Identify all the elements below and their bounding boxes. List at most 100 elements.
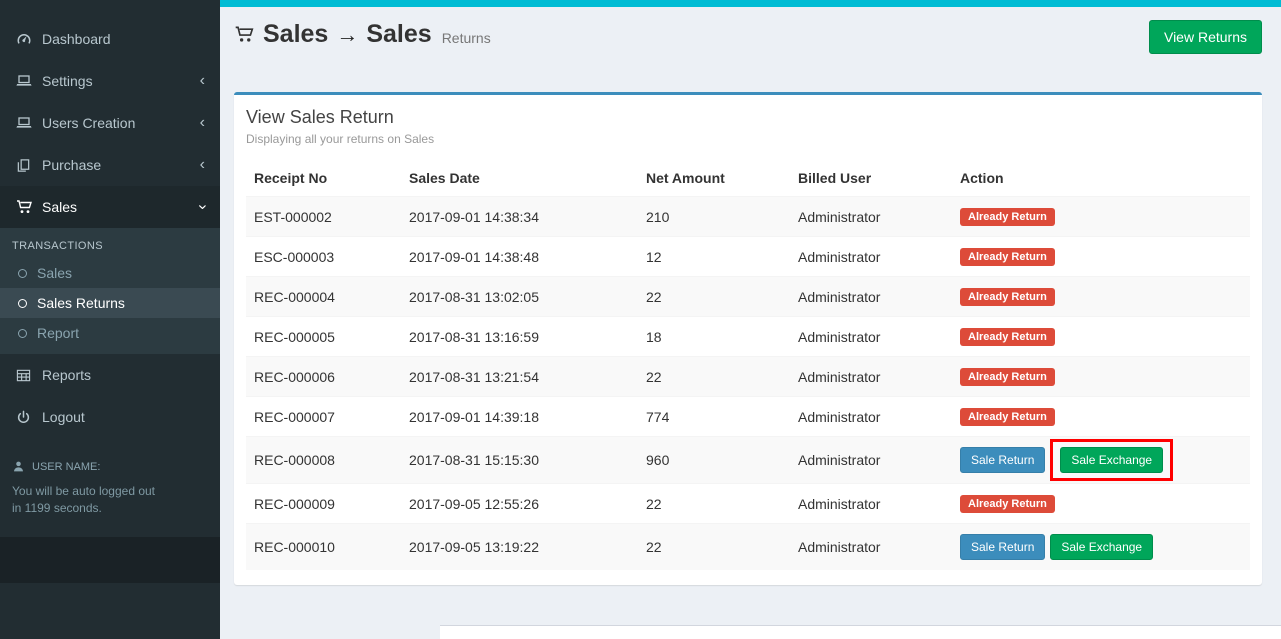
net-amount-cell: 22 [638,276,790,317]
top-strip [220,0,1281,7]
sales-date-cell: 2017-09-05 13:19:22 [401,523,638,570]
sidebar-item-label: Purchase [42,157,102,173]
sales-date-cell: 2017-09-05 12:55:26 [401,483,638,524]
table-row: REC-000010 2017-09-05 13:19:22 22 Administr… [246,523,1250,570]
panel-title: View Sales Return [246,107,394,127]
billed-user-cell: Administrator [790,196,952,237]
laptop-icon [15,115,32,131]
panel-subtitle: Displaying all your returns on Sales [246,132,435,146]
receipt-no-cell: REC-000009 [246,483,401,524]
power-icon [15,409,32,425]
sales-date-cell: 2017-09-01 14:38:48 [401,236,638,277]
sidebar-item-label: Dashboard [42,31,111,47]
already-return-badge: Already Return [960,328,1055,346]
sidebar-item-users-creation[interactable]: Users Creation ‹ [0,102,220,144]
sales-date-cell: 2017-08-31 13:16:59 [401,316,638,357]
action-cell: Already Return [952,196,1250,237]
sale-exchange-button[interactable]: Sale Exchange [1050,534,1154,560]
already-return-badge: Already Return [960,248,1055,266]
sale-exchange-button[interactable]: Sale Exchange [1060,447,1164,474]
billed-user-cell: Administrator [790,356,952,397]
user-icon [12,460,25,473]
billed-user-cell: Administrator [790,276,952,317]
table-row: REC-000006 2017-08-31 13:21:54 22 Administr… [246,356,1250,397]
user-name-label: USER NAME: [32,460,101,473]
receipt-no-cell: REC-000004 [246,276,401,317]
net-amount-cell: 960 [638,436,790,484]
sidebar-item-settings[interactable]: Settings ‹ [0,60,220,102]
version-label: Version [1189,637,1240,639]
table-row: REC-000009 2017-09-05 12:55:26 22 Administr… [246,483,1250,524]
view-returns-button[interactable]: View Returns [1148,20,1262,54]
table-header-row: Receipt No Sales Date Net Amount Billed … [246,160,1250,197]
table-row: REC-000005 2017-08-31 13:16:59 18 Administr… [246,316,1250,357]
action-cell: Already Return [952,316,1250,357]
receipt-no-cell: ESC-000003 [246,236,401,277]
content: View Sales Return Displaying all your re… [220,92,1281,585]
net-amount-cell: 22 [638,483,790,524]
sales-date-cell: 2017-08-31 13:02:05 [401,276,638,317]
action-cell: Already Return [952,236,1250,277]
sidebar-subitem-sales[interactable]: Sales [0,258,220,288]
billed-user-cell: Administrator [790,316,952,357]
page-title-sub: Returns [441,29,491,46]
sidebar-item-label: Logout [42,409,85,425]
receipt-no-cell: REC-000007 [246,396,401,437]
tree-item-label: Sales Returns [37,295,125,311]
version-value: 1.0 [1243,637,1262,639]
company-link[interactable]: SM Infotech [569,637,648,639]
table-icon [15,367,32,383]
sidebar-item-purchase[interactable]: Purchase ‹ [0,144,220,186]
net-amount-cell: 22 [638,523,790,570]
sales-returns-table-body: EST-000002 2017-09-01 14:38:34 210 Administ… [246,196,1250,570]
sales-return-panel: View Sales Return Displaying all your re… [234,92,1262,585]
table-row: ESC-000003 2017-09-01 14:38:48 12 Administr… [246,236,1250,277]
already-return-badge: Already Return [960,495,1055,513]
sales-date-cell: 2017-08-31 15:15:30 [401,436,638,484]
transactions-header: TRANSACTIONS [12,240,103,252]
tree-item-label: Sales [37,265,73,281]
column-header-receipt-no: Receipt No [246,160,401,197]
column-header-net-amount: Net Amount [638,160,790,197]
sales-treeview: TRANSACTIONS Sales Sales Returns Report [0,228,220,354]
sales-date-cell: 2017-09-01 14:38:34 [401,196,638,237]
net-amount-cell: 22 [638,356,790,397]
page-title-section: Sales [263,20,329,48]
sidebar-subitem-sales-returns[interactable]: Sales Returns [0,288,220,318]
cart-icon [234,25,256,45]
table-row: EST-000002 2017-09-01 14:38:34 210 Administ… [246,196,1250,237]
sidebar: Dashboard Settings ‹ Users Creation ‹ Pu… [0,0,220,639]
sidebar-item-label: Users Creation [42,115,136,131]
billed-user-cell: Administrator [790,236,952,277]
red-highlight-annotation: Sale Exchange [1050,439,1174,482]
receipt-no-cell: REC-000005 [246,316,401,357]
net-amount-cell: 12 [638,236,790,277]
tree-item-label: Report [37,325,80,341]
sidebar-subitem-report[interactable]: Report [0,318,220,348]
billed-user-cell: Administrator [790,523,952,570]
chevron-left-icon: ‹ [199,156,205,173]
version-text: Version1.0 [1189,637,1262,639]
sidebar-item-logout[interactable]: Logout [0,396,220,438]
auto-logout-notice: You will be auto logged out in 1199 seco… [12,484,156,515]
page-title-page: Sales [366,20,432,48]
sidebar-item-sales[interactable]: Sales ‹ [0,186,220,228]
copyright-prefix: Copyright © 2017 [454,637,563,639]
circle-o-icon [18,328,27,338]
sale-return-button[interactable]: Sale Return [960,534,1046,560]
already-return-badge: Already Return [960,408,1055,426]
panel-header: View Sales Return Displaying all your re… [234,95,1262,152]
sidebar-item-label: Reports [42,367,92,383]
column-header-sales-date: Sales Date [401,160,638,197]
column-header-action: Action [952,160,1250,197]
net-amount-cell: 774 [638,396,790,437]
sidebar-item-dashboard[interactable]: Dashboard [0,18,220,60]
table-row: REC-000007 2017-09-01 14:39:18 774 Administ… [246,396,1250,437]
user-name-section: USER NAME: [0,452,220,475]
action-cell: Already Return [952,356,1250,397]
sidebar-item-reports[interactable]: Reports [0,354,220,396]
chevron-left-icon: ‹ [199,114,205,131]
sale-return-button[interactable]: Sale Return [960,447,1046,473]
sales-date-cell: 2017-08-31 13:21:54 [401,356,638,397]
circle-o-icon [18,268,27,278]
